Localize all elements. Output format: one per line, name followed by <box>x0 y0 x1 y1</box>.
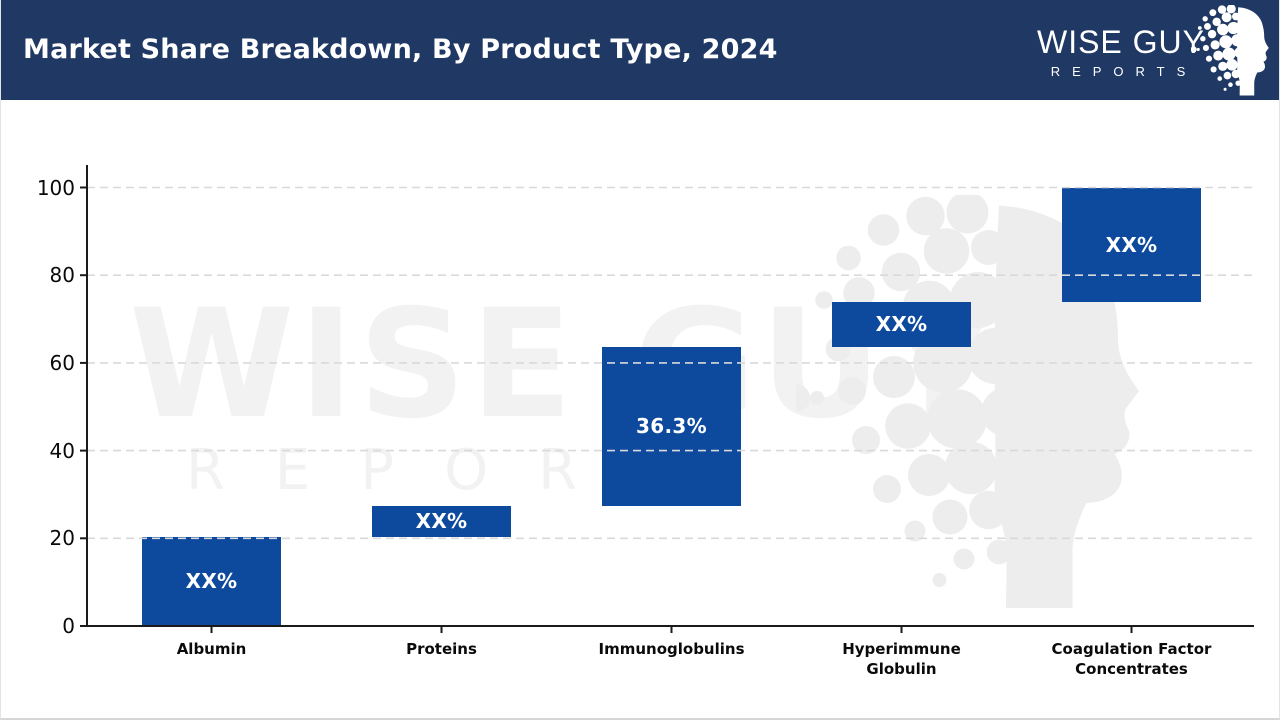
y-tick-label: 100 <box>36 175 75 200</box>
bar-value-label: XX% <box>875 312 928 337</box>
x-category-label-line: Immunoglobulins <box>598 640 745 658</box>
x-category-label-line: Coagulation Factor <box>1051 640 1212 658</box>
bar-value-label: 36.3% <box>636 414 707 439</box>
logo-text: WISE GUY REPORTS <box>1037 24 1205 79</box>
bar-immunoglobulins: 36.3% <box>602 346 741 506</box>
x-category-label-line: Albumin <box>176 640 247 658</box>
header-bar: Market Share Breakdown, By Product Type,… <box>1 0 1279 100</box>
x-category-label-line: Hyperimmune <box>842 640 961 658</box>
bar-albumin: XX% <box>142 536 281 626</box>
bar-value-label: XX% <box>185 569 238 594</box>
x-category-label-immunoglobulins: Immunoglobulins <box>556 640 788 660</box>
bar-value-label: XX% <box>415 509 468 534</box>
wiseguy-logo: WISE GUY REPORTS <box>1037 5 1273 97</box>
chart-title: Market Share Breakdown, By Product Type,… <box>23 34 778 65</box>
x-category-label-proteins: Proteins <box>326 640 558 660</box>
bar-hyperimmune-globulin: XX% <box>832 301 971 347</box>
logo-wiseguy-label: WISE GUY <box>1036 23 1205 60</box>
bar-proteins: XX% <box>372 506 511 537</box>
y-tick-label: 40 <box>49 438 75 463</box>
x-category-label-line: Proteins <box>406 640 477 658</box>
x-category-label-line: Globulin <box>866 659 937 678</box>
x-category-label-albumin: Albumin <box>96 640 328 660</box>
x-category-label-line: Concentrates <box>1075 659 1188 678</box>
y-tick-label: 60 <box>49 350 75 375</box>
y-tick-label: 20 <box>49 526 75 551</box>
bar-value-label: XX% <box>1105 232 1158 257</box>
logo-reports-label: REPORTS <box>1050 63 1198 79</box>
y-tick-label: 80 <box>49 263 75 288</box>
x-category-label-hyperimmune-globulin: Hyperimmune Globulin <box>786 640 1018 679</box>
x-category-label-coagulation-factor-concentrates: Coagulation Factor Concentrates <box>1016 640 1248 679</box>
y-tick-label: 0 <box>62 614 75 638</box>
bar-coagulation-factor-concentrates: XX% <box>1062 187 1201 302</box>
